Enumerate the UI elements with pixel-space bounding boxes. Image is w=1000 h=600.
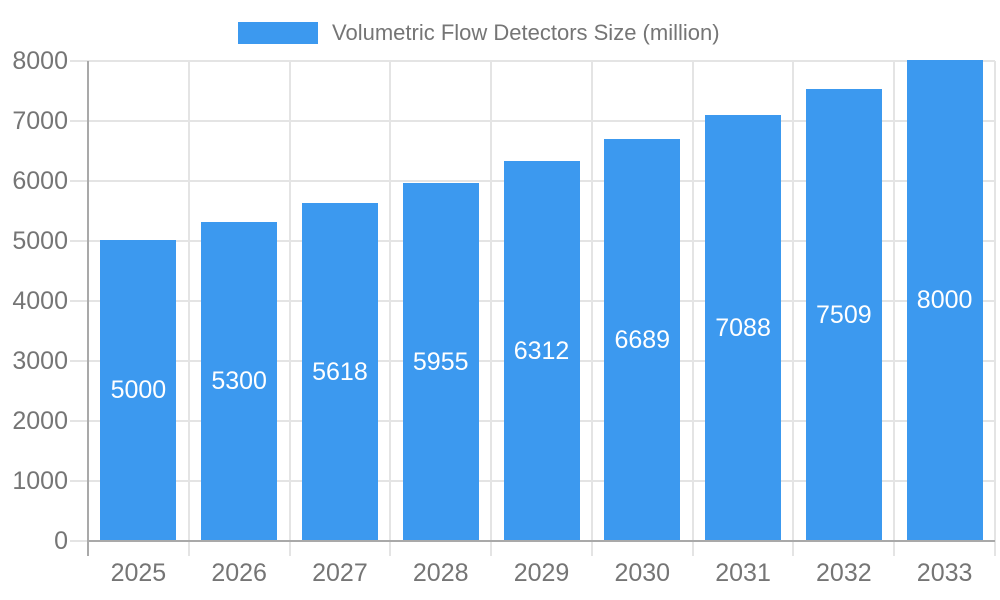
bar-value-label: 8000 — [916, 286, 973, 314]
bar[interactable]: 5618 — [301, 203, 378, 541]
gridline-vertical — [389, 61, 392, 556]
gridline-horizontal — [88, 60, 995, 62]
bar[interactable]: 7509 — [805, 89, 882, 541]
bar-value-label: 7509 — [816, 300, 872, 329]
x-axis-line — [88, 540, 995, 542]
y-tick-label: 7000 — [12, 107, 68, 135]
y-axis-tick — [70, 180, 88, 182]
bar[interactable]: 5955 — [402, 183, 479, 541]
y-tick-label: 3000 — [12, 347, 68, 375]
gridline-vertical — [994, 61, 996, 556]
gridline-vertical — [691, 61, 694, 556]
y-tick-label: 2000 — [12, 407, 68, 435]
chart-legend[interactable]: Volumetric Flow Detectors Size (million) — [238, 20, 720, 46]
gridline-vertical — [187, 61, 190, 556]
gridline-horizontal — [88, 120, 995, 122]
y-axis-tick — [70, 480, 88, 482]
y-axis-tick — [70, 240, 88, 242]
y-axis-tick — [70, 420, 88, 422]
y-axis-tick — [70, 120, 88, 122]
x-tick-label: 2032 — [816, 559, 872, 587]
gridline-vertical — [792, 61, 795, 556]
bar[interactable]: 5300 — [201, 222, 278, 541]
y-axis-tick — [70, 60, 88, 62]
gridline-vertical — [590, 61, 593, 556]
bar-value-label: 5618 — [312, 357, 368, 386]
bar-value-label: 5955 — [412, 347, 469, 376]
y-tick-label: 6000 — [12, 167, 68, 195]
gridline-vertical — [893, 61, 896, 556]
y-tick-label: 4000 — [12, 287, 68, 315]
x-tick-label: 2025 — [110, 559, 167, 587]
x-tick-label: 2026 — [211, 559, 267, 587]
x-tick-label: 2027 — [312, 559, 368, 587]
bar[interactable]: 6312 — [503, 161, 580, 541]
bar[interactable]: 6689 — [604, 139, 681, 541]
x-tick-label: 2028 — [412, 559, 469, 587]
x-tick-label: 2029 — [513, 559, 570, 587]
bar-value-label: 6689 — [614, 325, 671, 354]
bar-value-label: 5300 — [211, 367, 267, 395]
x-tick-label: 2031 — [715, 559, 771, 587]
bar-value-label: 6312 — [513, 336, 570, 365]
x-tick-label: 2033 — [916, 559, 973, 587]
y-tick-label: 1000 — [12, 467, 68, 495]
y-tick-label: 5000 — [12, 227, 68, 255]
bar[interactable]: 7088 — [705, 115, 782, 541]
gridline-vertical — [288, 61, 291, 556]
y-axis-tick — [70, 540, 88, 542]
y-axis-line — [87, 61, 89, 556]
y-axis-tick — [70, 300, 88, 302]
y-tick-label: 8000 — [12, 47, 68, 75]
bar-value-label: 7088 — [715, 313, 771, 342]
legend-label: Volumetric Flow Detectors Size (million) — [332, 20, 720, 45]
legend-swatch-icon — [238, 22, 318, 44]
y-tick-label: 0 — [54, 527, 68, 555]
bar[interactable]: 8000 — [906, 60, 983, 541]
bar[interactable]: 5000 — [100, 240, 177, 541]
bar-value-label: 5000 — [110, 376, 167, 404]
y-axis-tick — [70, 360, 88, 362]
gridline-vertical — [490, 61, 493, 556]
x-tick-label: 2030 — [614, 559, 671, 587]
